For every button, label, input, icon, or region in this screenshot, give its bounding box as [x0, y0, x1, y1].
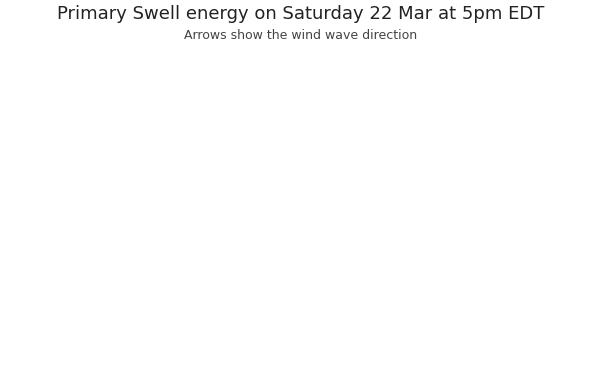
Text: cartopy not available: cartopy not available — [227, 202, 374, 216]
Text: Primary Swell energy on Saturday 22 Mar at 5pm EDT: Primary Swell energy on Saturday 22 Mar … — [57, 5, 544, 23]
Text: Arrows show the wind wave direction: Arrows show the wind wave direction — [184, 29, 417, 42]
